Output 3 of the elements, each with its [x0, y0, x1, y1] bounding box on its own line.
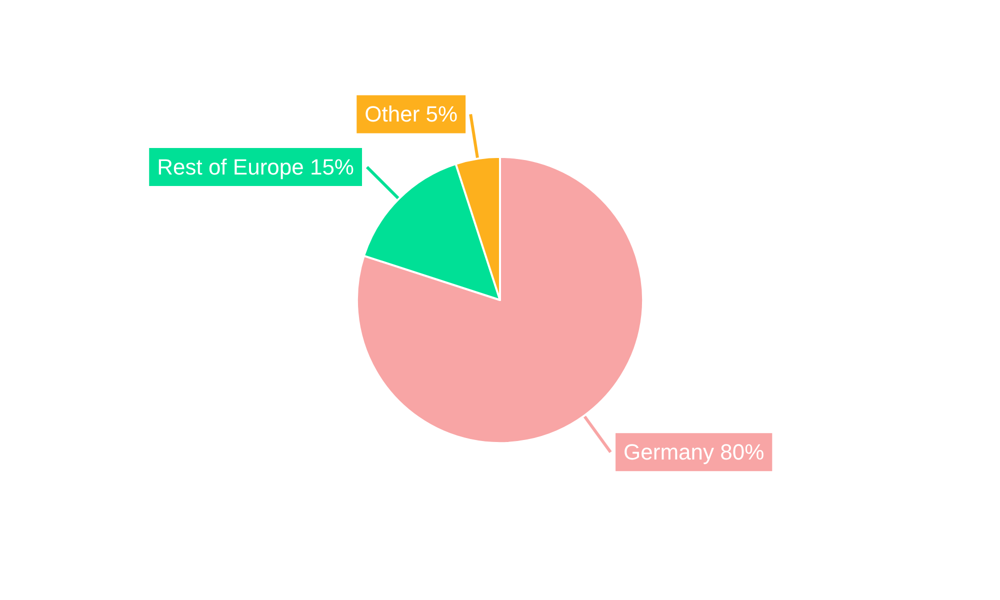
slice-label: Germany 80%: [624, 440, 764, 465]
slice-label: Other 5%: [364, 102, 458, 127]
slice-label: Rest of Europe 15%: [157, 154, 354, 180]
